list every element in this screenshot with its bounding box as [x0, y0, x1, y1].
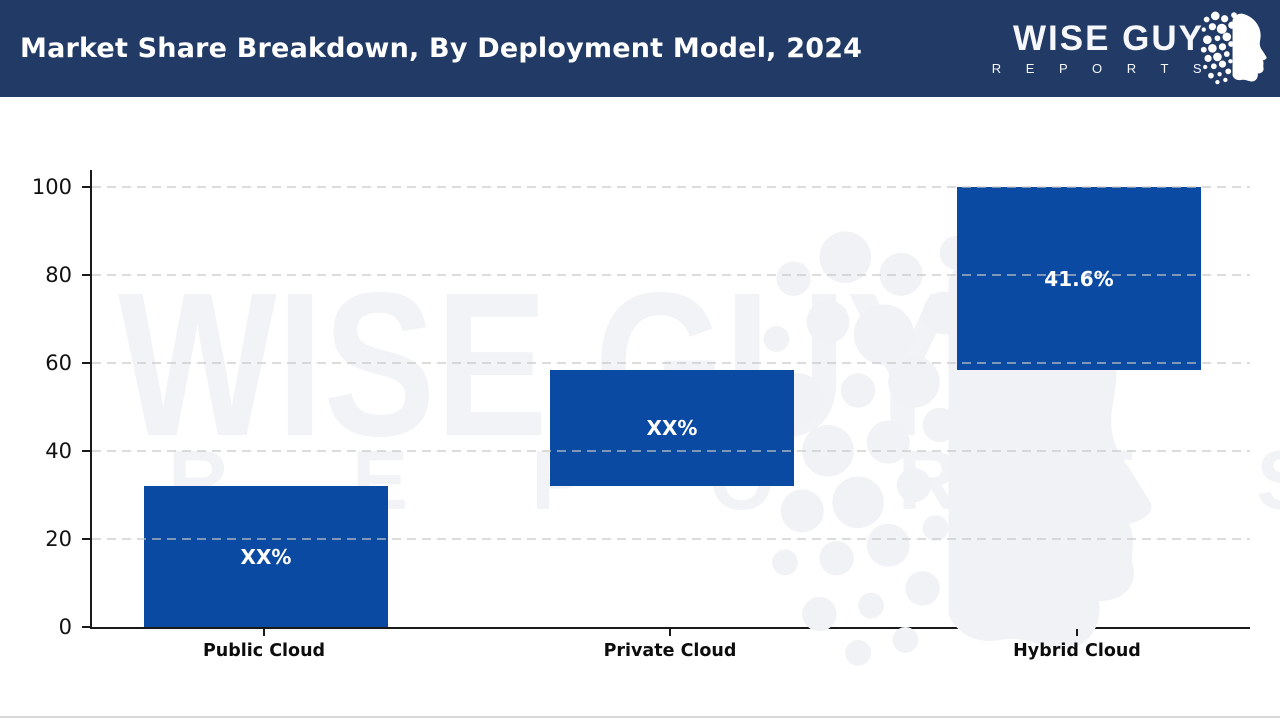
gridline-y-100 [92, 186, 1250, 188]
y-tick-mark-80 [82, 274, 90, 276]
y-tick-label-100: 100 [31, 175, 72, 199]
x-category-label-public-cloud: Public Cloud [202, 641, 326, 661]
x-tick-mark-1 [263, 629, 265, 636]
bar-value-label: XX% [646, 416, 698, 441]
y-tick-label-0: 0 [58, 615, 72, 639]
gridline-y-20 [92, 538, 1250, 540]
x-category-label-private-cloud: Private Cloud [603, 641, 737, 661]
y-tick-mark-100 [82, 186, 90, 188]
gridline-y-80 [92, 274, 1250, 276]
header-bar: Market Share Breakdown, By Deployment Mo… [0, 0, 1280, 97]
y-tick-mark-60 [82, 362, 90, 364]
x-category-label-hybrid-cloud: Hybrid Cloud [1013, 641, 1141, 661]
x-tick-mark-2 [669, 629, 671, 636]
y-tick-mark-40 [82, 450, 90, 452]
page-title: Market Share Breakdown, By Deployment Mo… [20, 33, 863, 64]
chart-area: WISE GUY R E P O R T S XX%XX%41.6% 02040… [0, 97, 1280, 716]
brand-logo-text: WISE GUY R E P O R T S [992, 20, 1204, 77]
y-tick-label-40: 40 [45, 439, 72, 463]
plot-area: XX% XX% 41.6% [90, 170, 1250, 629]
y-tick-mark-0 [82, 626, 90, 628]
bottom-divider [0, 716, 1280, 718]
x-tick-mark-3 [1076, 629, 1078, 636]
bar-value-label: XX% [240, 544, 292, 569]
bar-private-cloud [550, 370, 794, 487]
brand-logo: WISE GUY R E P O R T S [992, 4, 1272, 94]
brand-name: WISE GUY [1012, 19, 1204, 58]
y-tick-mark-20 [82, 538, 90, 540]
bar-value-label: 41.6% [1044, 266, 1114, 291]
bar-hybrid-cloud [957, 187, 1201, 371]
gridline-y-60 [92, 362, 1250, 364]
brand-subtitle: R E P O R T S [991, 61, 1212, 76]
y-tick-label-60: 60 [45, 351, 72, 375]
face-profile-dots-icon [1200, 11, 1267, 85]
y-tick-label-20: 20 [45, 527, 72, 551]
bar-public-cloud [144, 486, 388, 627]
gridline-y-40 [92, 450, 1250, 452]
y-tick-label-80: 80 [45, 263, 72, 287]
